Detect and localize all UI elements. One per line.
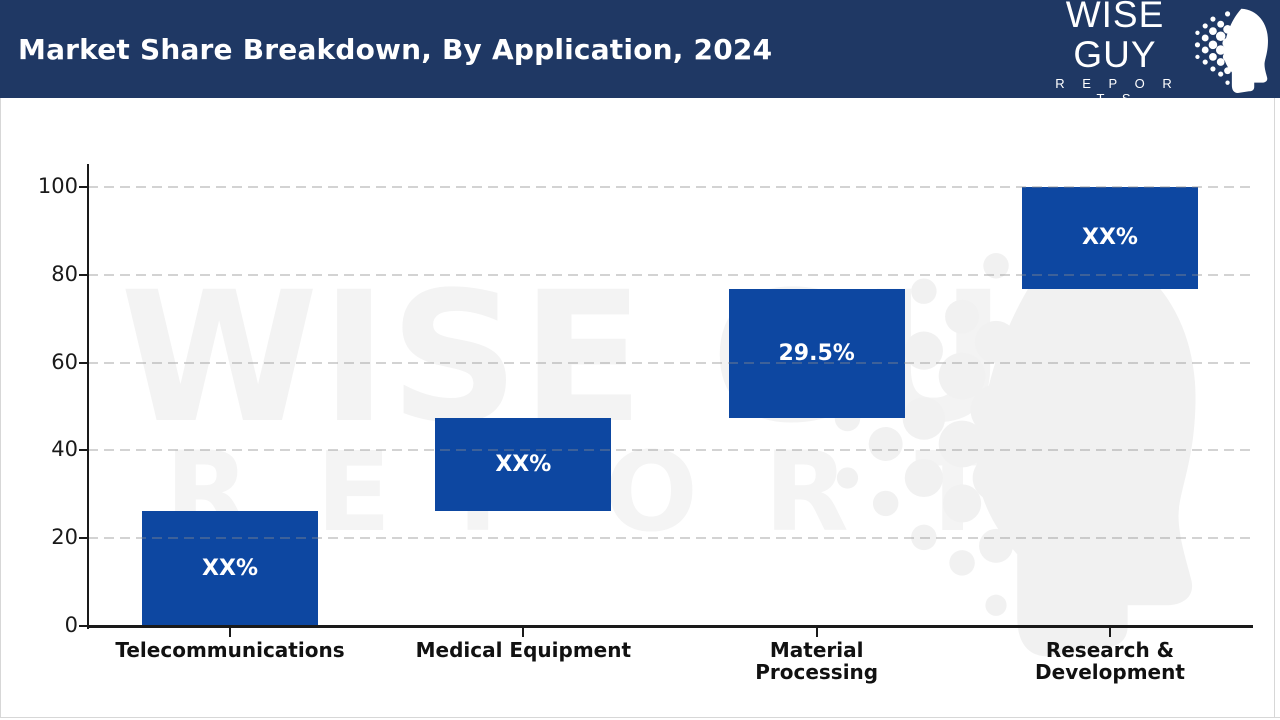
bar-value-label: XX% — [495, 452, 552, 478]
header-bar: Market Share Breakdown, By Application, … — [0, 0, 1280, 106]
brand-logo: WISE GUY R E P O R T S — [1040, 0, 1270, 106]
y-tick-label: 0 — [64, 613, 78, 637]
bar-value-label: XX% — [202, 555, 258, 581]
brand-name: WISE GUY — [1065, 0, 1165, 75]
x-category-label: Medical Equipment — [415, 638, 632, 662]
y-tick-label: 20 — [51, 525, 78, 550]
bar-segment — [142, 510, 318, 626]
y-tick-label: 100 — [37, 174, 78, 198]
x-tick-mark — [815, 628, 818, 637]
y-tick-mark — [79, 449, 87, 452]
y-axis-spine — [87, 164, 89, 629]
gridline-y20 — [88, 537, 1253, 540]
y-tick-mark — [79, 625, 87, 627]
x-axis-spine — [87, 625, 1253, 628]
bar-segment — [435, 418, 612, 511]
x-category-label: Telecommunications — [115, 638, 345, 662]
gridline-y80 — [88, 273, 1253, 276]
y-tick-mark — [79, 361, 87, 364]
bar-value-label: XX% — [1082, 225, 1138, 251]
y-tick-label: 80 — [51, 261, 78, 286]
x-tick-mark — [229, 628, 231, 637]
y-tick-mark — [79, 186, 87, 188]
page-border-left — [0, 98, 1, 718]
y-tick-label: 40 — [51, 437, 78, 462]
brand-logo-text: WISE GUY R E P O R T S — [1040, 0, 1190, 106]
gridline-y100 — [88, 186, 1253, 188]
face-profile-dots-icon — [1194, 8, 1268, 93]
x-tick-mark — [522, 628, 525, 637]
bar-segment — [728, 288, 905, 419]
x-category-label: Material Processing — [755, 638, 879, 684]
x-category-label: Research & Development — [1035, 638, 1185, 684]
y-tick-label: 60 — [51, 349, 78, 374]
page-title: Market Share Breakdown, By Application, … — [18, 32, 773, 66]
y-tick-mark — [79, 273, 87, 276]
page-border-right — [1274, 98, 1275, 718]
gridline-y60 — [88, 361, 1253, 364]
gridline-y40 — [88, 449, 1253, 452]
brand-tagline: R E P O R T S — [1055, 75, 1179, 106]
bar-value-label: 29.5% — [778, 341, 855, 367]
y-tick-mark — [79, 537, 87, 540]
x-tick-mark — [1108, 628, 1111, 637]
page-border-bottom — [0, 717, 1280, 718]
bar-segment — [1021, 187, 1198, 289]
